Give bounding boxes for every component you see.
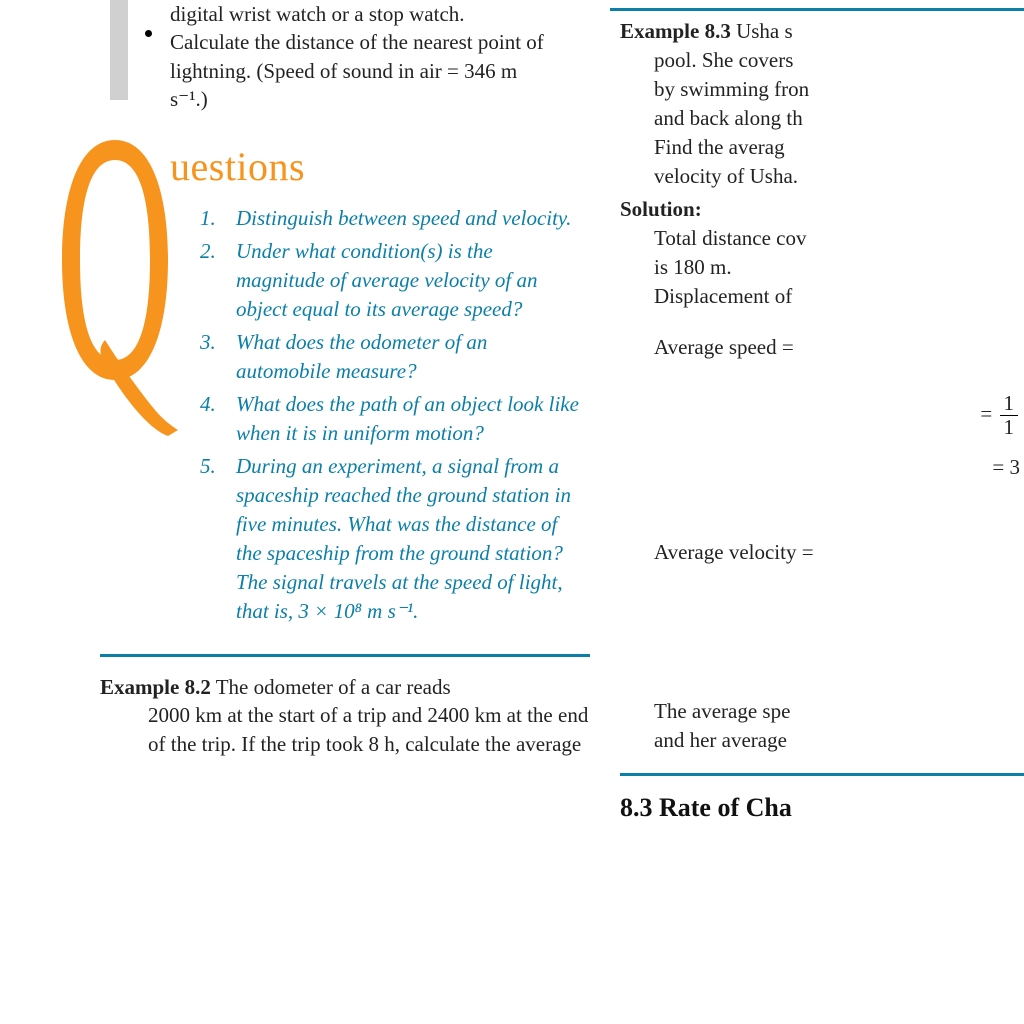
- calc-result-row: = 3: [620, 453, 1024, 482]
- calc-spacer: [620, 567, 1024, 697]
- q-dropcap-icon: [50, 130, 180, 440]
- fraction-numerator: 1: [1000, 392, 1019, 416]
- intro-bullet-text: Calculate the distance of the nearest po…: [170, 28, 560, 113]
- intro-block: digital wrist watch or a stop watch. Cal…: [170, 0, 590, 113]
- example-8-3: Example 8.3 Usha s pool. She covers by s…: [620, 11, 1024, 826]
- tail-line: and her average: [654, 728, 787, 752]
- sol-line: Displacement of: [654, 284, 792, 308]
- sol-line: Total distance cov: [654, 226, 806, 250]
- example-8-3-label: Example 8.3: [620, 19, 731, 43]
- bullet-dot-icon: [145, 30, 152, 37]
- example-8-2-label: Example 8.2: [100, 675, 211, 699]
- divider: [100, 654, 590, 657]
- question-item: During an experiment, a signal from a sp…: [200, 452, 580, 626]
- eq-result: = 3: [992, 455, 1020, 479]
- questions-list: Distinguish between speed and velocity. …: [200, 204, 580, 626]
- divider: [620, 773, 1024, 776]
- question-item: What does the path of an object look lik…: [200, 390, 580, 448]
- grey-sidebar: [110, 0, 128, 100]
- avg-speed-label: Average speed =: [654, 335, 794, 359]
- example-8-3-body: pool. She covers by swimming fron and ba…: [620, 46, 1024, 191]
- questions-heading: uestions: [170, 143, 590, 190]
- question-item: Under what condition(s) is the magnitude…: [200, 237, 580, 324]
- avg-velocity-calc: Average velocity =: [620, 538, 1024, 567]
- page: digital wrist watch or a stop watch. Cal…: [0, 0, 1024, 1024]
- avg-velocity-label: Average velocity =: [654, 540, 814, 564]
- question-item: What does the odometer of an automobile …: [200, 328, 580, 386]
- intro-line-1: digital wrist watch or a stop watch.: [170, 0, 590, 28]
- solution-tail: The average spe and her average: [620, 697, 1024, 755]
- example-8-2-lead: The odometer of a car reads: [216, 675, 451, 699]
- fraction: 1 1: [1000, 392, 1019, 439]
- right-column: Example 8.3 Usha s pool. She covers by s…: [610, 8, 1024, 1024]
- section-heading: 8.3 Rate of Cha: [620, 790, 1024, 826]
- question-item: Distinguish between speed and velocity.: [200, 204, 580, 233]
- example-8-2-body: 2000 km at the start of a trip and 2400 …: [100, 701, 590, 758]
- fraction-denominator: 1: [1000, 416, 1019, 439]
- left-column: digital wrist watch or a stop watch. Cal…: [0, 0, 610, 1024]
- solution-body: Total distance cov is 180 m. Displacemen…: [620, 224, 1024, 311]
- equals-sign: =: [980, 401, 992, 425]
- example-8-2: Example 8.2 The odometer of a car reads …: [100, 673, 590, 758]
- calc-frac-row: = 1 1: [620, 392, 1024, 439]
- tail-line: The average spe: [654, 699, 790, 723]
- sol-line: is 180 m.: [654, 255, 732, 279]
- example-8-3-lead: Usha s: [736, 19, 793, 43]
- avg-speed-calc: Average speed =: [620, 333, 1024, 362]
- solution-heading: Solution:: [620, 195, 1024, 224]
